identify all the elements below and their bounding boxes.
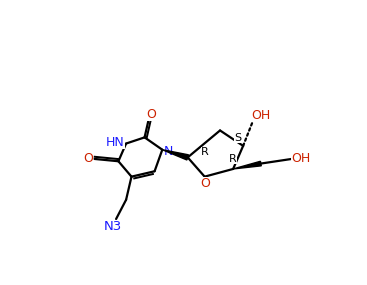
Text: R: R [229, 154, 237, 164]
Text: O: O [83, 152, 93, 165]
Text: O: O [200, 177, 210, 190]
Polygon shape [233, 161, 261, 169]
Text: S: S [234, 133, 241, 143]
Polygon shape [162, 150, 189, 160]
Text: N3: N3 [104, 220, 122, 233]
Text: OH: OH [251, 109, 270, 122]
Text: N: N [164, 145, 173, 158]
Text: HN: HN [106, 135, 125, 148]
Text: OH: OH [291, 152, 310, 165]
Text: O: O [146, 108, 156, 121]
Text: R: R [201, 147, 208, 157]
